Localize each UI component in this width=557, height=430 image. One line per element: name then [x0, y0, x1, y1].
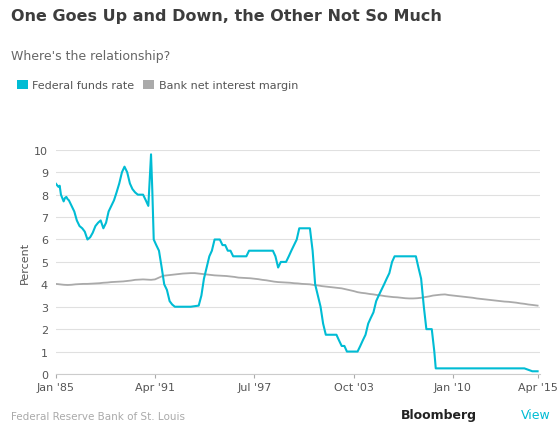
Text: Bloomberg: Bloomberg [401, 408, 477, 421]
Y-axis label: Percent: Percent [20, 241, 30, 283]
Text: One Goes Up and Down, the Other Not So Much: One Goes Up and Down, the Other Not So M… [11, 9, 442, 24]
Legend: Federal funds rate, Bank net interest margin: Federal funds rate, Bank net interest ma… [17, 81, 298, 91]
Text: Federal Reserve Bank of St. Louis: Federal Reserve Bank of St. Louis [11, 412, 185, 421]
Text: Where's the relationship?: Where's the relationship? [11, 49, 170, 62]
Text: View: View [521, 408, 550, 421]
